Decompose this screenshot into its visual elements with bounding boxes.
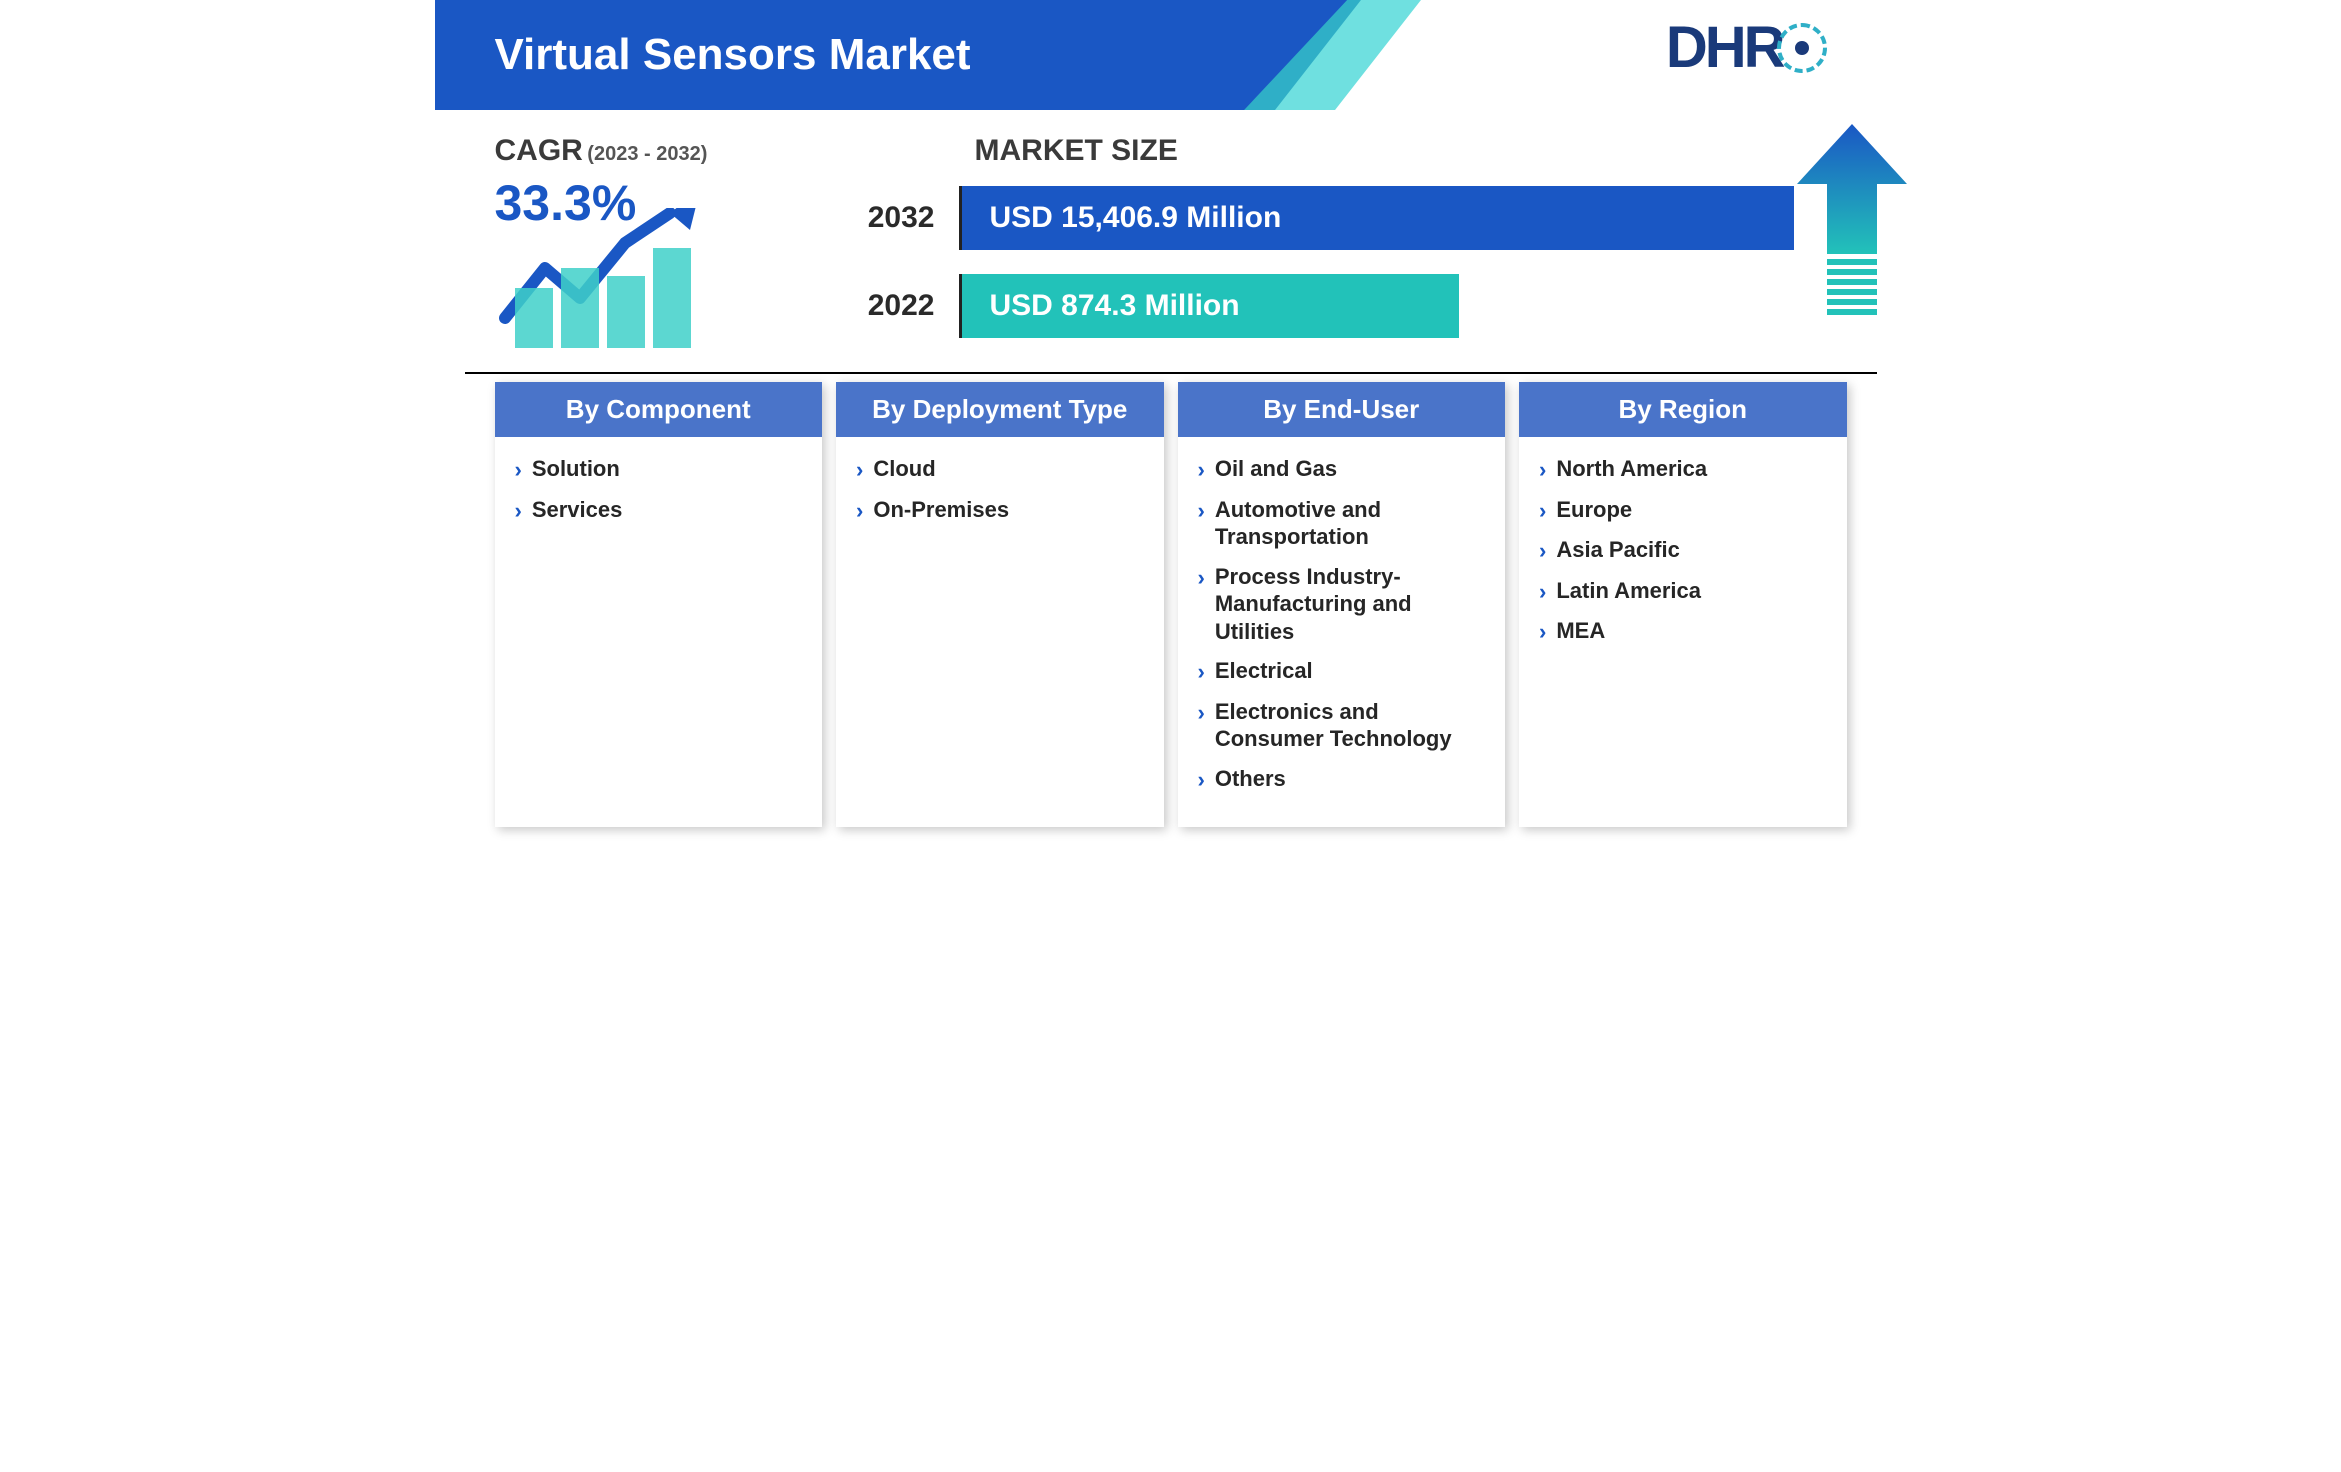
list-item-label: Cloud [873, 455, 935, 483]
chevron-icon: › [1198, 564, 1205, 592]
list-item-label: Automotive and Transportation [1215, 496, 1485, 551]
chevron-icon: › [1539, 497, 1546, 525]
card-title: By Component [495, 382, 823, 437]
list-item: › Asia Pacific [1539, 536, 1827, 565]
market-bar-row: 2032 USD 15,406.9 Million [855, 186, 1867, 250]
chevron-icon: › [1539, 618, 1546, 646]
growth-arrow-icon [1797, 124, 1907, 324]
list-item-label: Electrical [1215, 657, 1313, 685]
chevron-icon: › [1198, 456, 1205, 484]
chevron-icon: › [1198, 766, 1205, 794]
chevron-icon: › [856, 456, 863, 484]
list-item: › Electronics and Consumer Technology [1198, 698, 1486, 753]
list-item-label: North America [1556, 455, 1707, 483]
list-item: › Latin America [1539, 577, 1827, 606]
cagr-block: CAGR (2023 - 2032) 33.3% [495, 134, 815, 348]
list-item-label: Latin America [1556, 577, 1701, 605]
cagr-period: (2023 - 2032) [587, 143, 707, 165]
infographic-root: Virtual Sensors Market DHR CAGR (2023 - … [435, 0, 1907, 857]
list-item: › North America [1539, 455, 1827, 484]
chevron-icon: › [1198, 497, 1205, 525]
gear-icon [1777, 23, 1827, 73]
category-card: By End-User › Oil and Gas › Automotive and T… [1178, 382, 1506, 827]
brand-logo: DHR [1666, 14, 1827, 81]
cagr-heading: CAGR (2023 - 2032) [495, 134, 815, 168]
chevron-icon: › [1539, 578, 1546, 606]
card-body: › Cloud › On-Premises [836, 437, 1164, 827]
list-item-label: Solution [532, 455, 620, 483]
card-title: By Deployment Type [836, 382, 1164, 437]
list-item-label: Services [532, 496, 623, 524]
category-card: By Deployment Type › Cloud › On-Premises [836, 382, 1164, 827]
cagr-bar [561, 268, 599, 348]
market-size-label: MARKET SIZE [975, 134, 1867, 168]
chevron-icon: › [515, 456, 522, 484]
list-item: › Automotive and Transportation [1198, 496, 1486, 551]
list-item: › Oil and Gas [1198, 455, 1486, 484]
chevron-icon: › [1539, 537, 1546, 565]
list-item: › Others [1198, 765, 1486, 794]
list-item-label: Oil and Gas [1215, 455, 1337, 483]
list-item-label: Electronics and Consumer Technology [1215, 698, 1485, 753]
chevron-icon: › [1539, 456, 1546, 484]
list-item-label: Europe [1556, 496, 1632, 524]
list-item: › Cloud [856, 455, 1144, 484]
market-year-label: 2022 [855, 289, 935, 323]
list-item: › Europe [1539, 496, 1827, 525]
list-item-label: Asia Pacific [1556, 536, 1680, 564]
market-year-label: 2032 [855, 201, 935, 235]
list-item: › Services [515, 496, 803, 525]
list-item: › MEA [1539, 617, 1827, 646]
market-bar-fill: USD 15,406.9 Million [962, 186, 1795, 250]
market-bar-track: USD 874.3 Million [959, 274, 1867, 338]
card-title: By Region [1519, 382, 1847, 437]
chevron-icon: › [1198, 658, 1205, 686]
card-body: › North America › Europe › Asia Pacific › Latin… [1519, 437, 1847, 827]
cagr-label: CAGR [495, 134, 583, 167]
list-item: › Solution [515, 455, 803, 484]
logo-text: DHR [1666, 14, 1783, 81]
list-item: › Electrical [1198, 657, 1486, 686]
chevron-icon: › [856, 497, 863, 525]
chevron-icon: › [515, 497, 522, 525]
list-item-label: MEA [1556, 617, 1605, 645]
cagr-bar [515, 288, 553, 348]
list-item-label: Others [1215, 765, 1286, 793]
list-item-label: On-Premises [873, 496, 1009, 524]
card-body: › Oil and Gas › Automotive and Transportati… [1178, 437, 1506, 827]
list-item: › On-Premises [856, 496, 1144, 525]
chevron-icon: › [1198, 699, 1205, 727]
market-bar-row: 2022 USD 874.3 Million [855, 274, 1867, 338]
card-title: By End-User [1178, 382, 1506, 437]
page-title: Virtual Sensors Market [495, 30, 971, 80]
market-size-block: MARKET SIZE 2032 USD 15,406.9 Million 2022… [855, 134, 1867, 362]
list-item: › Process Industry-Manufacturing and Util… [1198, 563, 1486, 646]
market-bars: 2032 USD 15,406.9 Million 2022 USD 874.3 Mi… [855, 186, 1867, 338]
category-cards: By Component›Solution›ServicesBy Deploym… [465, 372, 1877, 857]
cagr-mini-chart [495, 208, 715, 348]
card-body: › Solution › Services [495, 437, 823, 827]
market-bar-fill: USD 874.3 Million [962, 274, 1460, 338]
cagr-bar [653, 248, 691, 348]
list-item-label: Process Industry-Manufacturing and Utili… [1215, 563, 1485, 646]
cagr-bar [607, 276, 645, 348]
header: Virtual Sensors Market DHR [435, 0, 1907, 110]
category-card: By Region › North America › Europe › Asia Paci… [1519, 382, 1847, 827]
category-card: By Component › Solution › Services [495, 382, 823, 827]
summary-row: CAGR (2023 - 2032) 33.3% MARKET SIZE 203… [435, 110, 1907, 372]
market-bar-track: USD 15,406.9 Million [959, 186, 1867, 250]
